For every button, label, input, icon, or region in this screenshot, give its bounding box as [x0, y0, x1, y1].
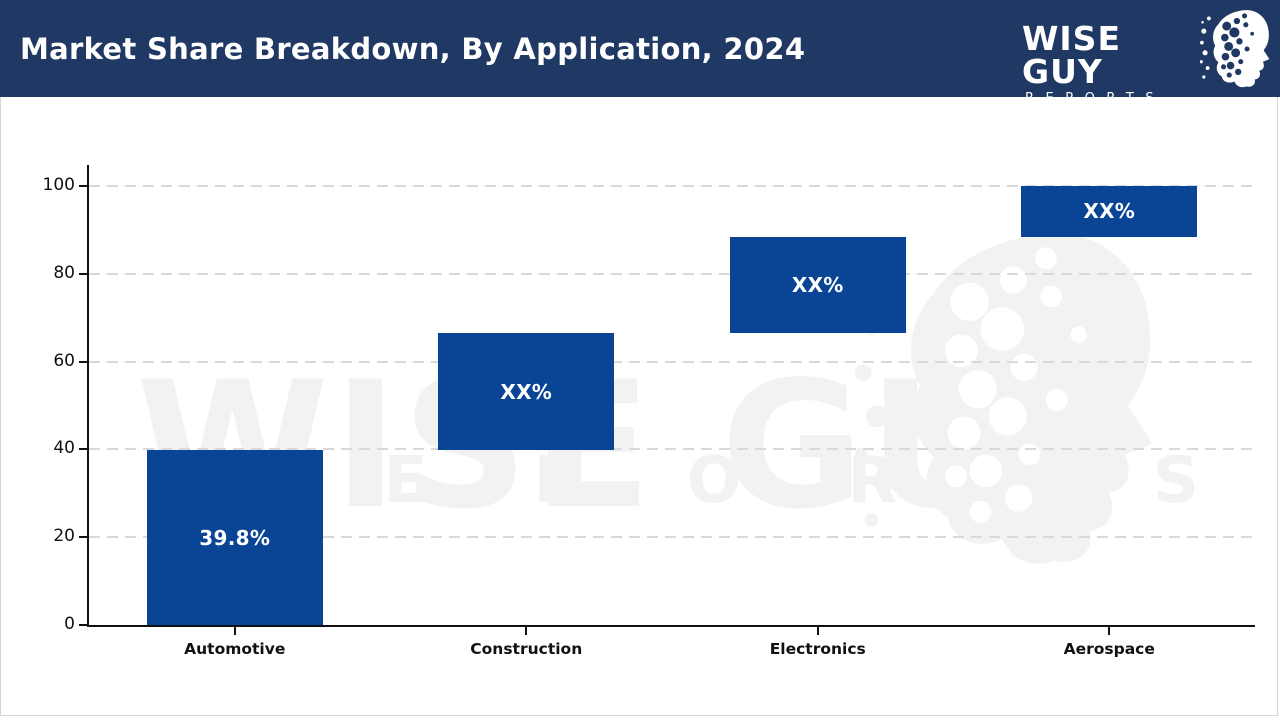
y-tick-label: 60: [53, 350, 75, 371]
wise-guy-logo: WISE GUY REPORTS: [1022, 0, 1272, 106]
y-tick-label: 80: [53, 262, 75, 283]
y-tick-label: 40: [53, 438, 75, 459]
y-tickmark: [79, 185, 87, 187]
gridline: [89, 448, 1255, 451]
bar: 39.8%: [146, 450, 323, 625]
logo-text: WISE GUY REPORTS: [1022, 22, 1202, 106]
dotted-head-icon: [1200, 10, 1270, 88]
y-tick-label: 0: [64, 614, 75, 634]
bar: XX%: [729, 236, 906, 334]
bar-value-label: XX%: [791, 272, 844, 297]
x-tick-label: Aerospace: [1063, 640, 1155, 658]
y-tickmark: [79, 448, 87, 451]
gridline: [89, 272, 1255, 275]
bar-value-label: XX%: [1083, 199, 1136, 224]
logo-wordmark: WISE GUY: [1022, 19, 1121, 91]
y-tickmark: [79, 360, 87, 363]
watermark-dotted-head: [855, 233, 1153, 564]
x-tick-label: Electronics: [769, 640, 866, 658]
bar: XX%: [438, 333, 615, 451]
bar-value-label: XX%: [500, 379, 553, 404]
y-tick-label: 20: [53, 526, 75, 547]
logo-subtitle: REPORTS: [1025, 91, 1166, 106]
bar: XX%: [1021, 186, 1198, 237]
y-tickmark: [79, 536, 87, 539]
gridline: [89, 536, 1255, 539]
gridline: [89, 360, 1255, 363]
x-axis-spine: [87, 625, 1255, 627]
x-tickmark: [1108, 627, 1111, 635]
y-tickmark: [79, 624, 87, 626]
x-tickmark: [525, 627, 528, 635]
gridline: [89, 185, 1255, 187]
y-tick-label: 100: [42, 175, 75, 195]
page-title: Market Share Breakdown, By Application, …: [20, 31, 806, 66]
y-axis-spine: [87, 165, 89, 627]
x-tick-label: Construction: [470, 640, 583, 658]
x-tickmark: [816, 627, 819, 635]
y-tickmark: [79, 272, 87, 275]
header-band: Market Share Breakdown, By Application, …: [0, 0, 1280, 106]
bar-value-label: 39.8%: [199, 525, 271, 550]
x-tick-label: Automotive: [184, 640, 286, 658]
x-tickmark: [233, 627, 236, 635]
